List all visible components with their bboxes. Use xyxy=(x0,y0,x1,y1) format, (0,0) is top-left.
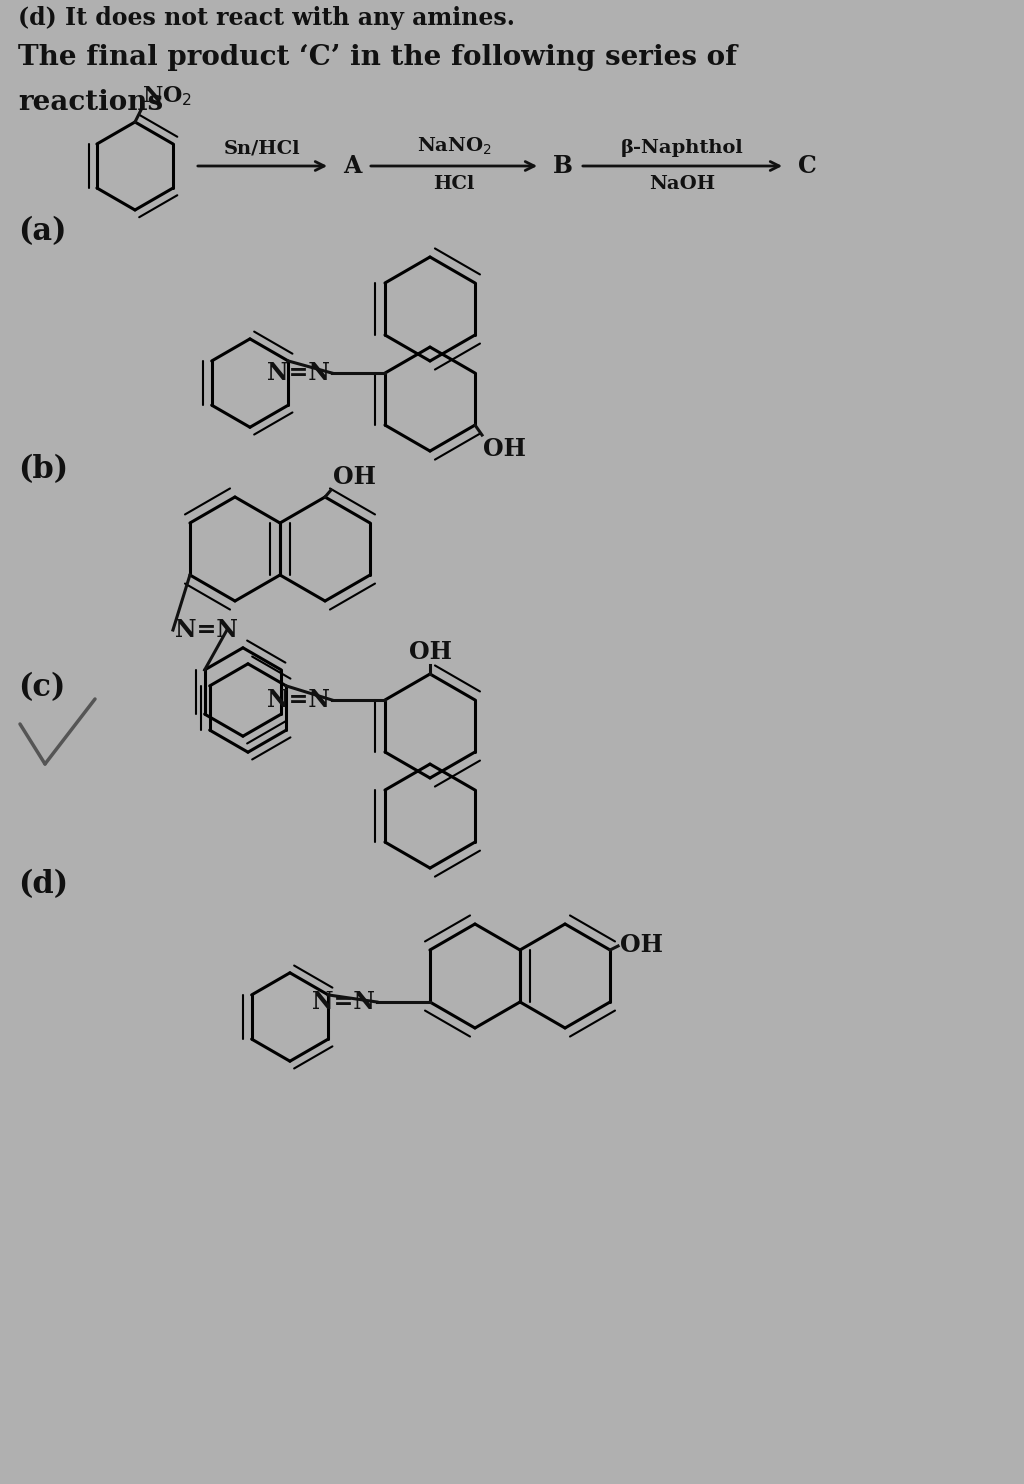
Text: Sn/HCl: Sn/HCl xyxy=(224,139,301,157)
Text: NaOH: NaOH xyxy=(649,175,716,193)
Text: OH: OH xyxy=(483,438,526,462)
Text: OH: OH xyxy=(621,933,664,957)
Text: N=N: N=N xyxy=(175,617,238,643)
Text: (d): (d) xyxy=(18,870,69,899)
Text: N=N: N=N xyxy=(267,361,330,384)
Text: B: B xyxy=(553,154,572,178)
Text: NaNO$_2$: NaNO$_2$ xyxy=(417,135,492,157)
Text: NO$_2$: NO$_2$ xyxy=(142,85,193,108)
Text: HCl: HCl xyxy=(433,175,475,193)
Text: OH: OH xyxy=(333,464,376,490)
Text: A: A xyxy=(343,154,361,178)
Text: C: C xyxy=(798,154,817,178)
Text: OH: OH xyxy=(409,640,452,663)
Text: N=N: N=N xyxy=(312,990,375,1014)
Text: reactions: reactions xyxy=(18,89,163,116)
Text: (b): (b) xyxy=(18,454,69,485)
Text: (d) It does not react with any amines.: (d) It does not react with any amines. xyxy=(18,6,515,30)
Text: (c): (c) xyxy=(18,672,66,703)
Text: N=N: N=N xyxy=(267,689,330,712)
Text: β-Naphthol: β-Naphthol xyxy=(622,139,743,157)
Text: The final product ‘C’ in the following series of: The final product ‘C’ in the following s… xyxy=(18,45,737,71)
Text: (a): (a) xyxy=(18,217,67,246)
